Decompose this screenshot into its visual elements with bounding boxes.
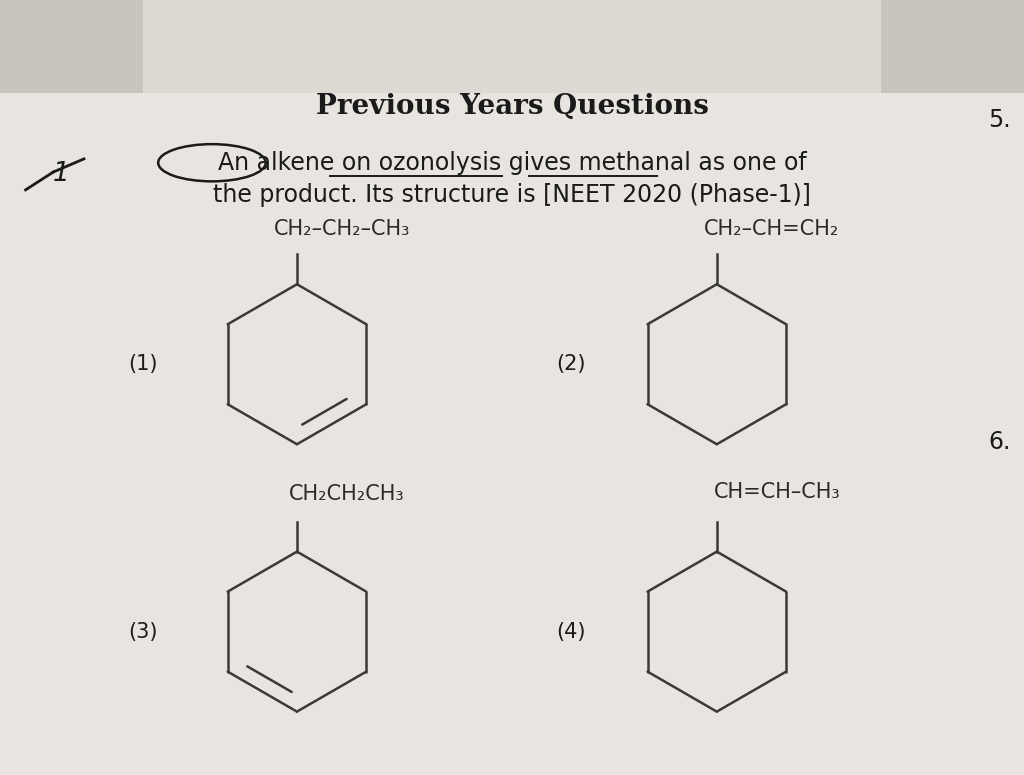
- Text: 6.: 6.: [988, 430, 1011, 453]
- Text: 5.: 5.: [988, 109, 1011, 132]
- Text: CH=CH–CH₃: CH=CH–CH₃: [714, 481, 840, 501]
- Text: Previous Years Questions: Previous Years Questions: [315, 93, 709, 120]
- Text: CH₂–CH=CH₂: CH₂–CH=CH₂: [705, 219, 840, 239]
- Text: the product. Its structure is [NEET 2020 (Phase-1)]: the product. Its structure is [NEET 2020…: [213, 184, 811, 207]
- Text: (1): (1): [129, 354, 158, 374]
- Text: (3): (3): [129, 622, 158, 642]
- Bar: [0, 0, 1024, 93]
- Text: An alkene on ozonolysis gives methanal as one of: An alkene on ozonolysis gives methanal a…: [218, 151, 806, 174]
- Text: CH₂–CH₂–CH₃: CH₂–CH₂–CH₃: [273, 219, 411, 239]
- Text: 1: 1: [53, 161, 70, 188]
- Text: (4): (4): [557, 622, 586, 642]
- Text: (2): (2): [557, 354, 586, 374]
- Text: CH₂CH₂CH₃: CH₂CH₂CH₃: [289, 484, 404, 504]
- Bar: [143, 0, 881, 93]
